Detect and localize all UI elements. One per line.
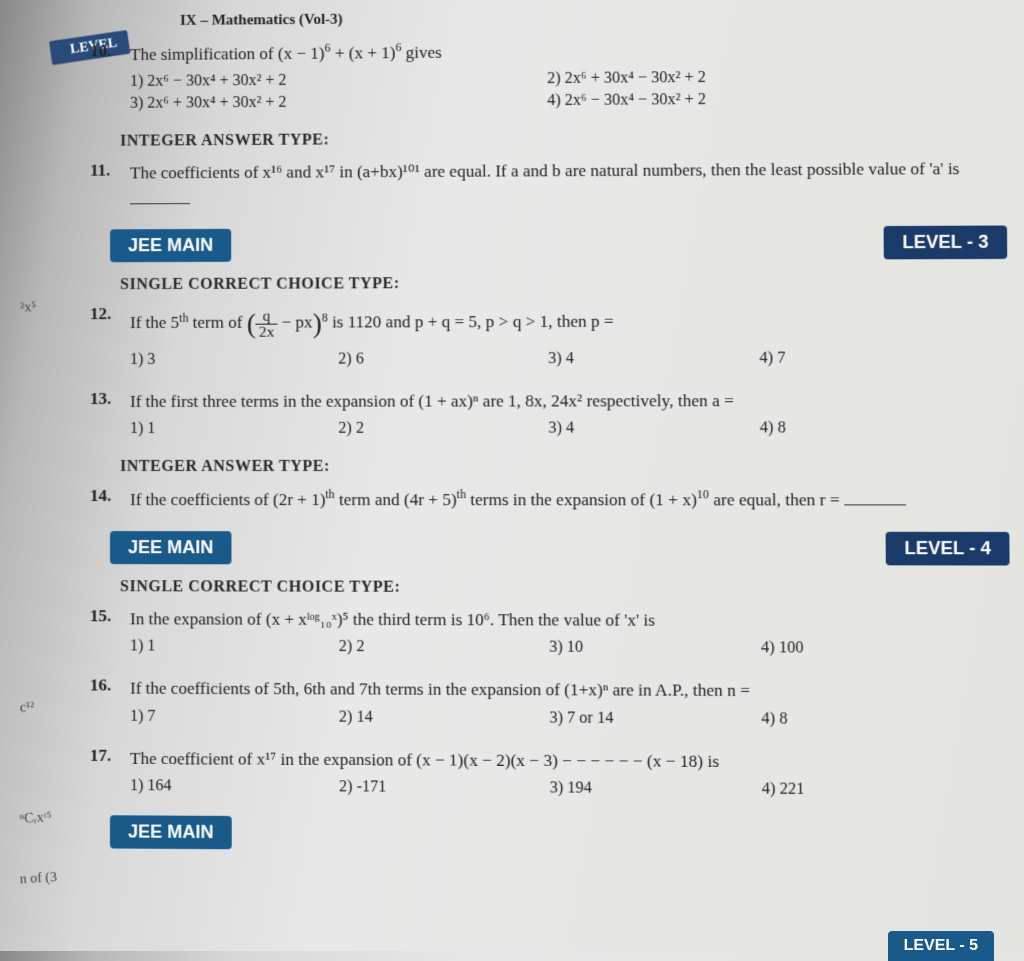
fraction: q2x (256, 308, 277, 340)
badge-level-3: LEVEL - 3 (884, 226, 1007, 260)
question-number: 17. (90, 745, 111, 765)
q-text: The coefficient of x¹⁷ in the expansion … (130, 746, 1011, 776)
blank-line (130, 188, 190, 204)
option: 4) 7 (759, 347, 972, 370)
option: 1) 3 (130, 348, 338, 370)
option: 3) 4 (548, 418, 760, 440)
option: 3) 7 or 14 (549, 707, 761, 730)
option: 1) 7 (130, 705, 339, 728)
q-text: In the expansion of (130, 609, 266, 628)
badge-jee-main: JEE MAIN (110, 229, 231, 262)
q-text: is 1120 and p + q = 5, p > q > 1, then p… (332, 312, 614, 332)
option: 2) 6 (338, 348, 548, 371)
option: 1) 1 (130, 636, 339, 659)
q-text: The simplification of (x − 1) (130, 43, 325, 63)
sup: th (179, 311, 188, 325)
question-16: 16. If the coefficients of 5th, 6th and … (130, 676, 1011, 732)
option: 4) 221 (762, 779, 976, 803)
expression: (x + xˡᵒᵍ₁₀ˣ)⁵ (266, 609, 349, 628)
question-number: 15. (90, 606, 111, 626)
q-text: term of (188, 313, 246, 332)
option: 4) 2x⁶ − 30x⁴ − 30x² + 2 (547, 87, 970, 112)
option: 3) 2x⁶ + 30x⁴ + 30x² + 2 (130, 90, 547, 115)
blank-line (844, 490, 906, 506)
question-number: 12. (90, 304, 111, 324)
question-number: 11. (90, 161, 110, 181)
section-heading: SINGLE CORRECT CHOICE TYPE: (120, 578, 1010, 598)
option: 4) 100 (761, 637, 975, 660)
sup: th (325, 488, 334, 502)
section-heading: SINGLE CORRECT CHOICE TYPE: (120, 273, 1007, 294)
sup: th (457, 488, 466, 502)
margin-note: ²x⁵ (20, 300, 37, 317)
option: 3) 10 (549, 637, 761, 660)
option: 4) 8 (761, 708, 975, 731)
book-header: IX – Mathematics (Vol-3) (180, 12, 343, 30)
margin-note: ⁿCᵣxʳ⁵ (19, 810, 52, 828)
option: 2) 2x⁶ + 30x⁴ − 30x² + 2 (547, 65, 970, 90)
question-13: 13. If the first three terms in the expa… (130, 388, 1009, 441)
option: 3) 194 (550, 777, 762, 800)
question-15: 15. In the expansion of (x + xˡᵒᵍ₁₀ˣ)⁵ t… (130, 606, 1010, 660)
q-text: are equal, then r = (709, 490, 844, 509)
option: 1) 164 (130, 775, 339, 798)
q-text: If the first three terms in the expansio… (130, 388, 1008, 415)
sup: 10 (697, 488, 709, 502)
q-text: gives (401, 42, 442, 61)
q-text: term and (4r + 5) (335, 490, 457, 509)
question-10: 10. The simplification of (x − 1)6 + (x … (130, 35, 1006, 115)
badge-level-cut: LEVEL - 5 (888, 931, 994, 961)
question-12: 12. If the 5th term of (q2x − px)8 is 11… (130, 302, 1008, 371)
option: 1) 2x⁶ − 30x⁴ + 30x² + 2 (130, 68, 547, 93)
option: 2) 2 (339, 636, 549, 659)
question-14: 14. If the coefficients of (2r + 1)th te… (130, 486, 1009, 513)
option: 3) 4 (548, 348, 759, 371)
paren-icon: ) (313, 309, 322, 339)
q-text: terms in the expansion of (1 + x) (466, 490, 697, 509)
margin-note: c¹² (19, 700, 35, 717)
q-text: + (x + 1) (330, 43, 395, 62)
question-number: 14. (90, 486, 111, 506)
option: 2) 14 (339, 706, 550, 729)
q-text: The coefficients of x¹⁶ and x¹⁷ in (a+bx… (130, 159, 959, 182)
badge-jee-main: JEE MAIN (110, 531, 232, 564)
option: 2) -171 (339, 776, 550, 799)
badge-jee-main: JEE MAIN (110, 815, 232, 849)
q-text: the third term is 10⁶. Then the value of… (348, 609, 655, 629)
question-number: 13. (90, 389, 111, 409)
question-11: 11. The coefficients of x¹⁶ and x¹⁷ in (… (130, 156, 1007, 212)
paren-icon: ( (247, 309, 256, 339)
option: 4) 8 (760, 418, 973, 440)
sup: 8 (322, 310, 328, 324)
badge-level-4: LEVEL - 4 (886, 531, 1010, 565)
question-17: 17. The coefficient of x¹⁷ in the expans… (130, 746, 1011, 803)
question-number: 10. (90, 41, 111, 61)
section-heading: INTEGER ANSWER TYPE: (120, 458, 1009, 476)
q-text: If the 5 (130, 313, 179, 332)
q-text: − px (277, 313, 312, 332)
question-number: 16. (90, 676, 111, 696)
section-heading: INTEGER ANSWER TYPE: (120, 128, 1006, 151)
q-text: If the coefficients of (2r + 1) (130, 490, 325, 509)
option: 1) 1 (130, 418, 338, 440)
q-text: If the coefficients of 5th, 6th and 7th … (130, 676, 1011, 705)
margin-note: n of (3 (19, 870, 57, 888)
option: 2) 2 (338, 418, 548, 440)
